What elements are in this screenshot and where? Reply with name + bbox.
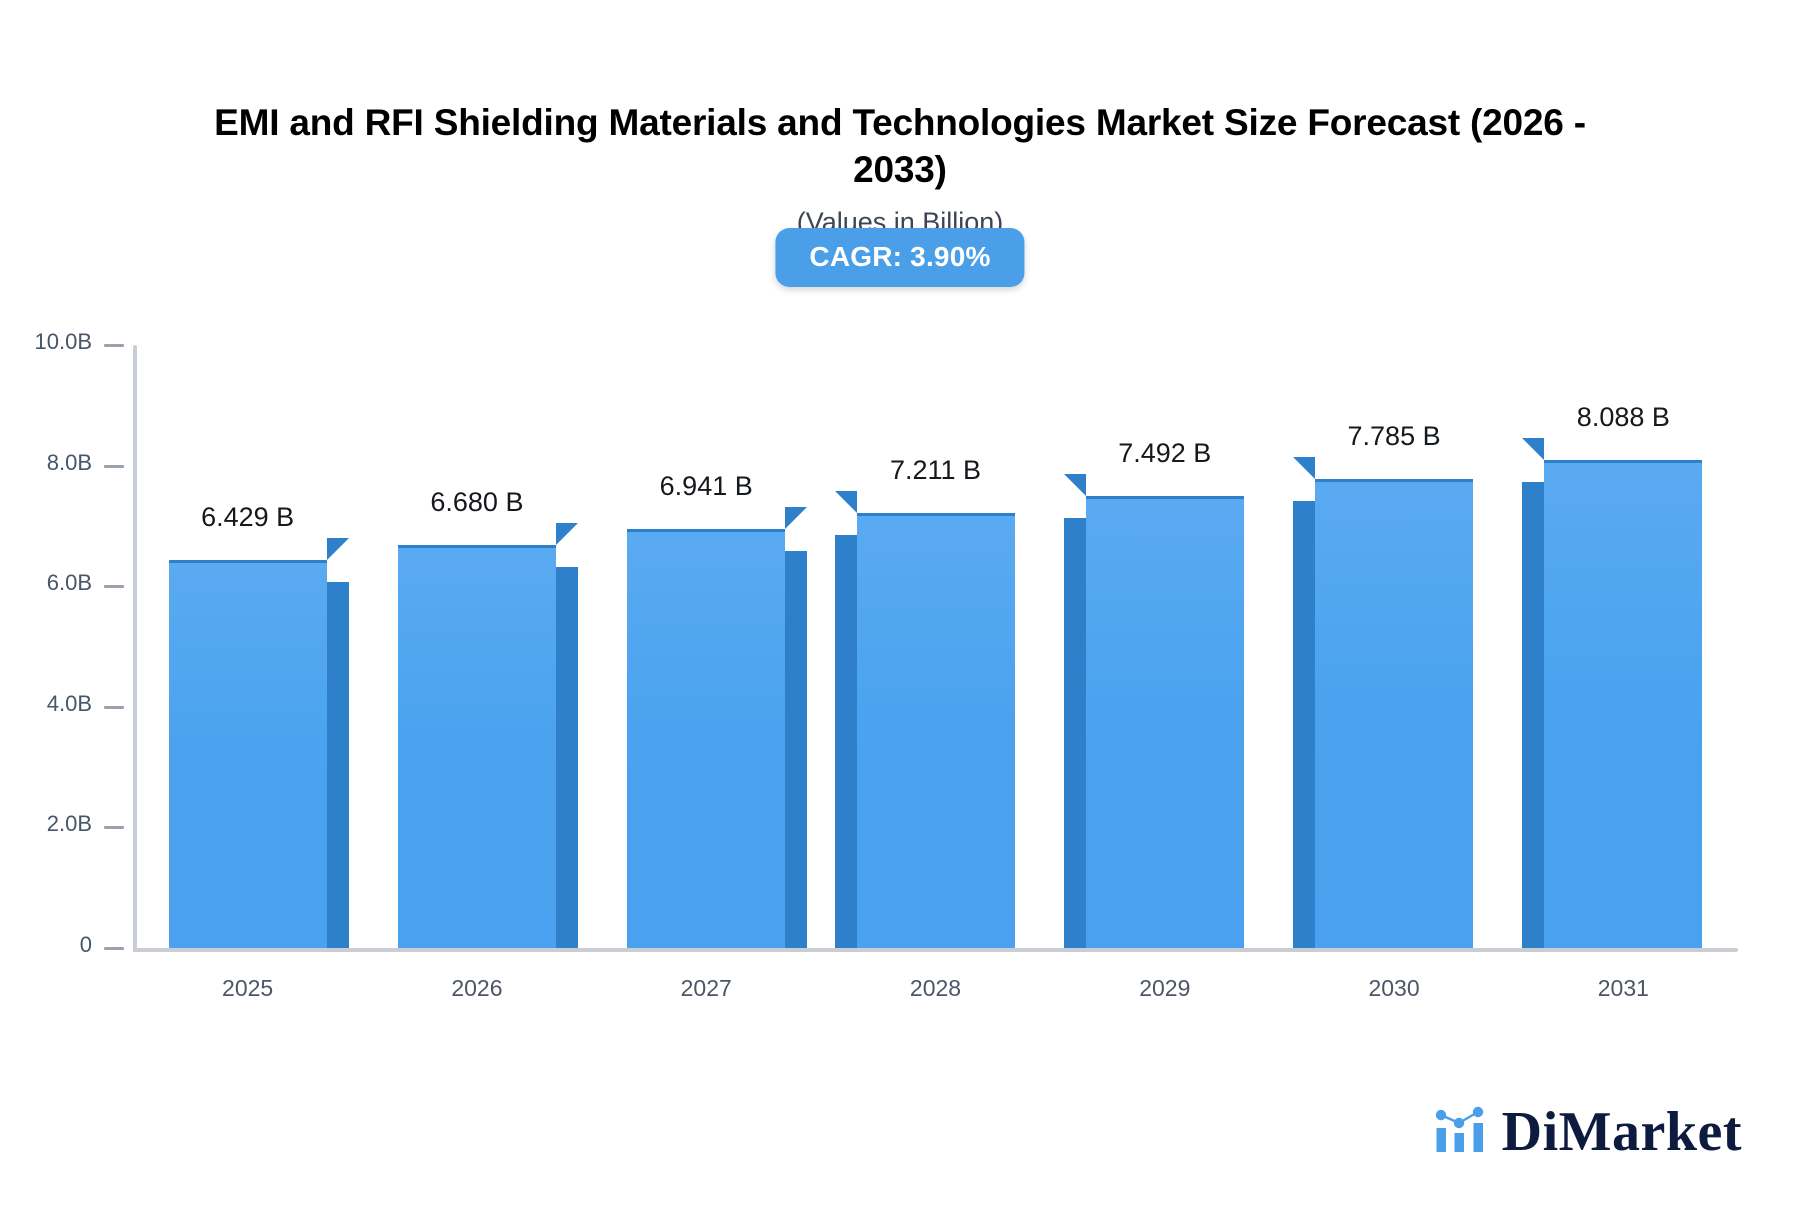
- bar-value-label: 6.429 B: [201, 502, 295, 533]
- y-tick-label: 10.0B: [34, 329, 93, 354]
- y-tick-label: 4.0B: [46, 690, 92, 716]
- bar-side-face: [326, 582, 349, 948]
- bar-group[interactable]: 7.492 B 2029: [1063, 0, 1244, 1212]
- bar-value-label: 7.492 B: [1118, 438, 1212, 469]
- bar[interactable]: [834, 491, 1015, 948]
- y-tick-mark: [104, 826, 124, 830]
- bar-value-label: 6.680 B: [430, 487, 524, 518]
- y-tick-label: 8.0B: [46, 449, 92, 475]
- bar-side-face: [785, 551, 808, 948]
- bar-value-label: 7.785 B: [1347, 420, 1441, 451]
- bar[interactable]: [627, 507, 808, 948]
- y-tick-mark: [104, 585, 124, 589]
- bar-value-label: 7.211 B: [889, 455, 982, 486]
- chart-header: EMI and RFI Shielding Materials and Tech…: [110, 100, 1690, 238]
- bar-face: [397, 545, 556, 948]
- y-tick-label: 0: [79, 932, 92, 957]
- bar-side-face: [555, 567, 578, 948]
- bar-group[interactable]: 6.941 B 2027: [627, 0, 808, 1212]
- bar-group[interactable]: 6.429 B 2025: [168, 0, 349, 1212]
- bars-layer: 6.429 B 2025 6.680 B 2026 6.941 B 2027 7.211 B…: [133, 0, 1738, 1212]
- bar-top-bevel: [555, 523, 578, 546]
- dimarket-logo: DiMarket: [1432, 1103, 1742, 1160]
- bar-group[interactable]: 7.785 B 2030: [1293, 0, 1474, 1212]
- y-tick-mark: [104, 464, 124, 468]
- bar-top-bevel: [1063, 474, 1086, 497]
- bar-face: [1085, 496, 1244, 948]
- bar-face: [168, 560, 327, 948]
- bar-face: [1544, 460, 1703, 948]
- bar-value-label: 6.941 B: [659, 471, 753, 502]
- bar-top-bevel: [834, 491, 857, 514]
- bar-side-face: [1063, 518, 1086, 948]
- bar-group[interactable]: 8.088 B 2031: [1522, 0, 1703, 1212]
- bar-chart-logo-icon: [1432, 1103, 1488, 1160]
- x-axis-label: 2030: [1368, 975, 1420, 1001]
- y-tick-mark: [104, 344, 124, 347]
- bar-top-bevel: [1293, 456, 1316, 479]
- x-axis-label: 2025: [222, 975, 274, 1001]
- bar-face: [627, 529, 786, 948]
- bar-top-bevel: [326, 538, 349, 561]
- bar-face: [1315, 478, 1474, 948]
- bar-side-face: [1522, 482, 1545, 948]
- cagr-badge: CAGR: 3.90%: [775, 228, 1025, 287]
- x-axis-label: 2027: [680, 975, 732, 1001]
- y-tick-mark: [104, 947, 124, 950]
- y-axis-line: [133, 345, 137, 952]
- x-axis-label: 2031: [1597, 975, 1649, 1001]
- bar-top-bevel: [1522, 438, 1545, 461]
- x-axis-label: 2026: [451, 975, 503, 1001]
- bar[interactable]: [1293, 456, 1474, 948]
- y-tick-label: 6.0B: [46, 570, 92, 596]
- x-axis-label: 2029: [1139, 975, 1191, 1001]
- chart-title: EMI and RFI Shielding Materials and Tech…: [214, 102, 1586, 190]
- x-axis-line: [133, 948, 1738, 952]
- bar-group[interactable]: 6.680 B 2026: [397, 0, 578, 1212]
- bar[interactable]: [397, 523, 578, 948]
- bar-value-label: 8.088 B: [1576, 402, 1670, 433]
- x-axis-label: 2028: [909, 975, 962, 1001]
- bar-side-face: [1293, 500, 1316, 948]
- y-tick-mark: [104, 705, 124, 709]
- bar-face: [856, 513, 1015, 948]
- bar-side-face: [834, 535, 857, 948]
- bar-group[interactable]: 7.211 B 2028: [834, 0, 1015, 1212]
- logo-text: DiMarket: [1501, 1100, 1742, 1163]
- bar[interactable]: [1063, 474, 1244, 948]
- bar[interactable]: [168, 538, 349, 948]
- bar[interactable]: [1522, 438, 1703, 948]
- bar-top-bevel: [785, 507, 808, 530]
- y-tick-label: 2.0B: [46, 811, 92, 837]
